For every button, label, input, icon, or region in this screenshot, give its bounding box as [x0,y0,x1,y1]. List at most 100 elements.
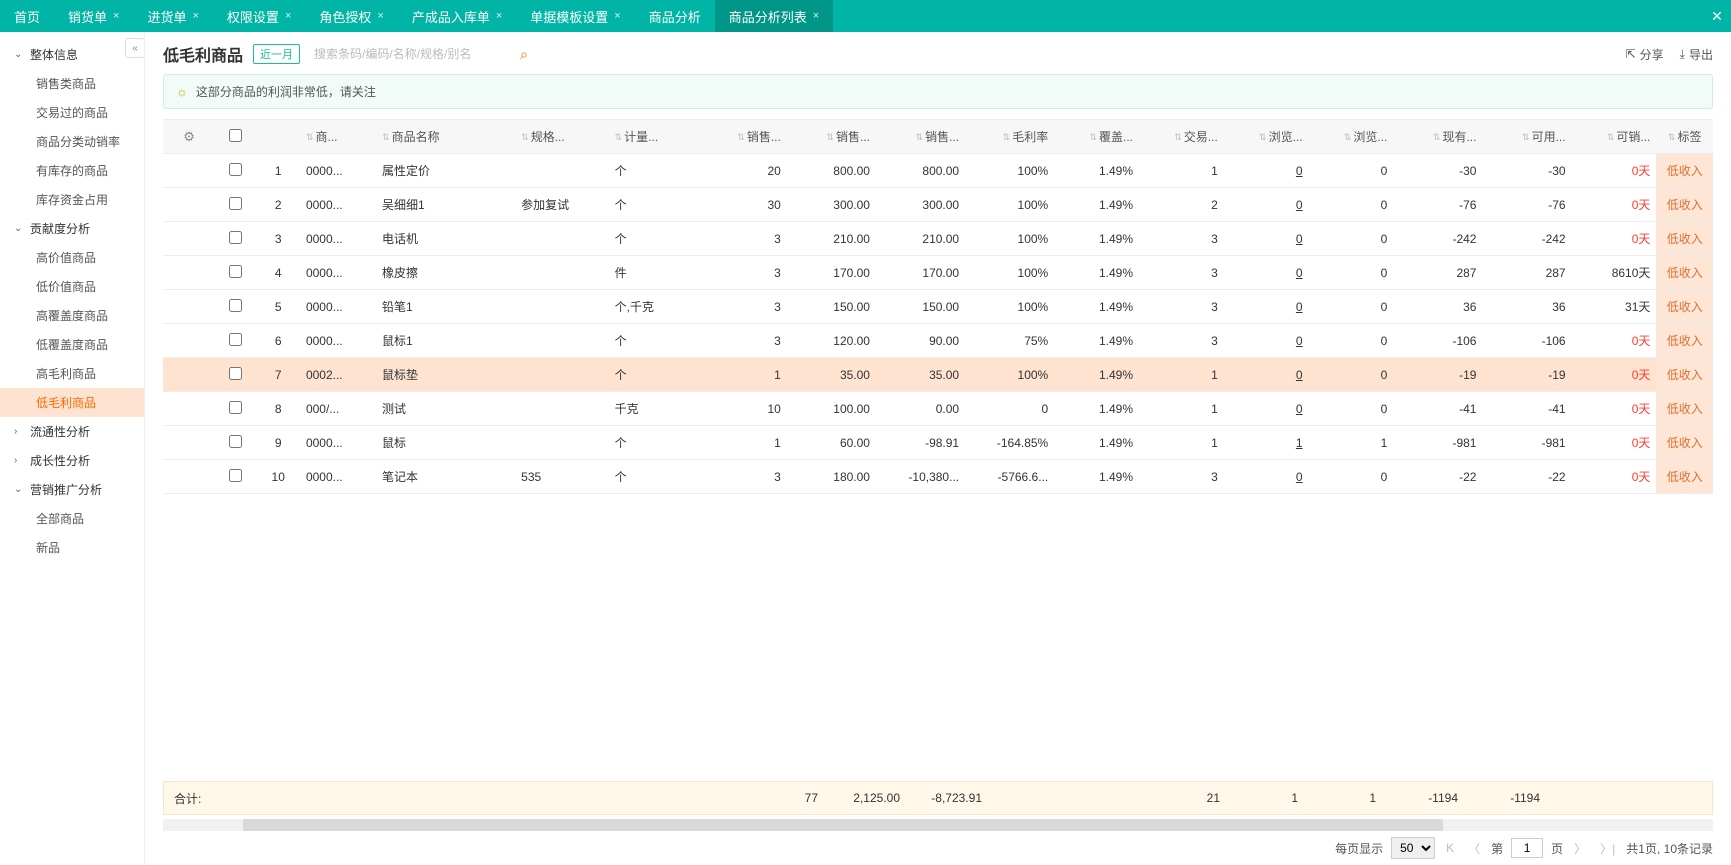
page-input[interactable] [1511,838,1543,858]
tab-5[interactable]: 产成品入库单× [398,0,516,32]
tab-2[interactable]: 进货单× [133,0,212,32]
side-group-4[interactable]: ⌄营销推广分析 [0,475,144,504]
close-icon[interactable]: × [377,10,383,22]
horizontal-scrollbar[interactable] [163,819,1713,831]
row-checkbox[interactable] [229,435,242,448]
col-header-12[interactable]: 现有... [1393,120,1482,154]
period-badge[interactable]: 近一月 [253,44,300,64]
row-checkbox[interactable] [229,299,242,312]
tab-4[interactable]: 角色授权× [305,0,397,32]
col-header-11[interactable]: 浏览... [1309,120,1394,154]
close-icon[interactable]: × [113,10,119,22]
side-group-0[interactable]: ⌄整体信息 [0,40,144,69]
col-header-0[interactable]: 商... [300,120,376,154]
select-all-header[interactable] [215,120,256,154]
side-item-1-4[interactable]: 高毛利商品 [0,359,144,388]
side-item-0-0[interactable]: 销售类商品 [0,69,144,98]
link-v1[interactable]: 0 [1296,198,1303,212]
side-item-4-0[interactable]: 全部商品 [0,504,144,533]
link-v1[interactable]: 0 [1296,266,1303,280]
table-row[interactable]: 50000...铅笔1个,千克3150.00150.00100%1.49%300… [163,290,1713,324]
close-icon[interactable]: × [192,10,198,22]
table-row[interactable]: 10000...属性定价个20800.00800.00100%1.49%100-… [163,154,1713,188]
tab-0[interactable]: 首页 [0,0,54,32]
side-item-1-2[interactable]: 高覆盖度商品 [0,301,144,330]
col-header-14[interactable]: 可销... [1572,120,1657,154]
col-header-10[interactable]: 浏览... [1224,120,1309,154]
tab-7[interactable]: 商品分析 [635,0,715,32]
row-checkbox[interactable] [229,197,242,210]
col-header-7[interactable]: 毛利率 [965,120,1054,154]
col-header-9[interactable]: 交易... [1139,120,1224,154]
link-v1[interactable]: 0 [1296,232,1303,246]
close-icon[interactable]: × [285,10,291,22]
col-header-2[interactable]: 规格... [515,120,608,154]
link-v1[interactable]: 0 [1296,368,1303,382]
side-group-3[interactable]: ›成长性分析 [0,446,144,475]
row-checkbox[interactable] [229,163,242,176]
row-checkbox[interactable] [229,333,242,346]
side-item-1-1[interactable]: 低价值商品 [0,272,144,301]
pager-prev[interactable]: 〈 [1465,840,1483,857]
link-v1[interactable]: 0 [1296,300,1303,314]
row-checkbox[interactable] [229,469,242,482]
table-row[interactable]: 70002...鼠标垫个135.0035.00100%1.49%100-19-1… [163,358,1713,392]
close-icon[interactable]: × [614,10,620,22]
col-header-13[interactable]: 可用... [1482,120,1571,154]
link-v1[interactable]: 0 [1296,334,1303,348]
table-row[interactable]: 60000...鼠标1个3120.0090.0075%1.49%300-106-… [163,324,1713,358]
tab-6[interactable]: 单据模板设置× [516,0,634,32]
table-row[interactable]: 100000...笔记本535个3180.00-10,380...-5766.6… [163,460,1713,494]
tab-3[interactable]: 权限设置× [213,0,305,32]
col-header-4[interactable]: 销售... [698,120,787,154]
side-item-1-3[interactable]: 低覆盖度商品 [0,330,144,359]
export-button[interactable]: ⤓导出 [1680,46,1713,63]
cell-name: 鼠标1 [376,324,515,358]
link-v1[interactable]: 0 [1296,470,1303,484]
pager-next[interactable]: 〉 [1571,840,1589,857]
search-icon[interactable]: ⌕ [520,46,528,63]
table-row[interactable]: 90000...鼠标个160.00-98.91-164.85%1.49%111-… [163,426,1713,460]
column-settings-button[interactable]: ⚙ [163,120,215,154]
close-icon[interactable]: × [813,10,819,22]
side-item-0-2[interactable]: 商品分类动销率 [0,127,144,156]
per-page-select[interactable]: 50 [1391,837,1435,859]
col-header-8[interactable]: 覆盖... [1054,120,1139,154]
link-v1[interactable]: 0 [1296,402,1303,416]
col-header-3[interactable]: 计量... [609,120,698,154]
select-all-checkbox[interactable] [229,129,242,142]
row-checkbox[interactable] [229,265,242,278]
tab-8[interactable]: 商品分析列表× [715,0,833,32]
side-item-0-1[interactable]: 交易过的商品 [0,98,144,127]
row-checkbox[interactable] [229,231,242,244]
table-row[interactable]: 8000/...测试千克10100.000.0001.49%100-41-410… [163,392,1713,426]
tab-1[interactable]: 销货单× [54,0,133,32]
sidebar-collapse-button[interactable]: « [125,38,145,58]
side-item-1-5[interactable]: 低毛利商品 [0,388,144,417]
col-header-15[interactable]: 标签 [1656,120,1713,154]
side-group-2[interactable]: ›流通性分析 [0,417,144,446]
pager-first[interactable]: K [1443,841,1457,855]
side-item-4-1[interactable]: 新品 [0,533,144,562]
col-header-1[interactable]: 商品名称 [376,120,515,154]
scrollbar-thumb[interactable] [243,819,1443,831]
row-check [215,392,256,426]
side-item-0-4[interactable]: 库存资金占用 [0,185,144,214]
close-icon[interactable]: × [496,10,502,22]
col-header-6[interactable]: 销售... [876,120,965,154]
side-group-1[interactable]: ⌄贡献度分析 [0,214,144,243]
search-input[interactable] [314,47,514,61]
table-row[interactable]: 30000...电话机个3210.00210.00100%1.49%300-24… [163,222,1713,256]
link-v1[interactable]: 0 [1296,164,1303,178]
col-header-5[interactable]: 销售... [787,120,876,154]
pager-last[interactable]: 〉| [1597,840,1618,857]
share-button[interactable]: ⇱分享 [1626,46,1664,63]
link-v1[interactable]: 1 [1296,436,1303,450]
table-row[interactable]: 20000...吴细细1参加复试个30300.00300.00100%1.49%… [163,188,1713,222]
side-item-1-0[interactable]: 高价值商品 [0,243,144,272]
row-checkbox[interactable] [229,401,242,414]
row-checkbox[interactable] [229,367,242,380]
close-all-tabs[interactable]: ✕ [1703,0,1731,32]
table-row[interactable]: 40000...橡皮擦件3170.00170.00100%1.49%300287… [163,256,1713,290]
side-item-0-3[interactable]: 有库存的商品 [0,156,144,185]
